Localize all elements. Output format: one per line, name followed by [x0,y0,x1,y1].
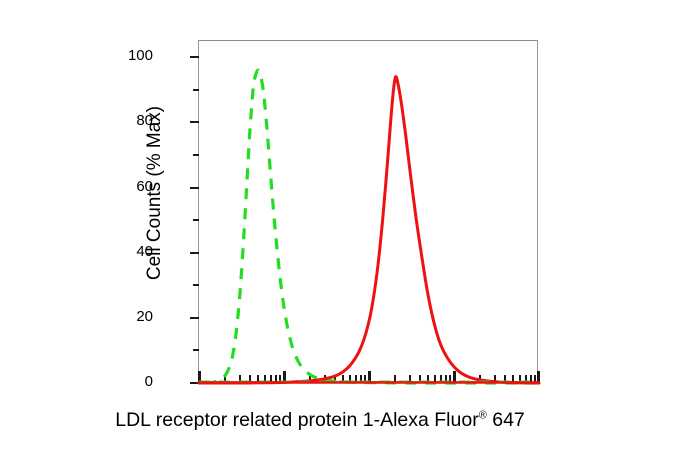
x-tick-1-5 [342,375,345,382]
x-tick-3-3 [493,375,496,382]
x-tick-2-1 [368,371,371,382]
y-tick-label-100: 100 [127,47,153,65]
x-tick-1-2 [308,375,311,382]
x-tick-2-4 [419,375,422,382]
registered-trademark-icon: ® [478,409,487,422]
y-tick-label-40: 40 [136,242,153,260]
x-tick-0-5 [257,375,260,382]
x-tick-1-1 [283,371,286,382]
x-tick-0-8 [274,375,277,382]
y-tick-major-40 [190,251,199,254]
x-tick-1-8 [359,375,362,382]
x-tick-3-6 [519,375,522,382]
x-tick-0-6 [264,375,267,382]
x-tick-0-2 [223,375,226,382]
plot-area [190,40,541,385]
y-tick-major-60 [190,186,199,189]
y-tick-label-80: 80 [136,112,153,130]
x-tick-2-2 [393,375,396,382]
x-tick-3-8 [529,375,532,382]
y-tick-label-0: 0 [144,373,153,390]
x-tick-1-9 [364,375,367,382]
x-tick-2-7 [439,375,442,382]
y-tick-major-20 [190,316,199,319]
x-tick-1-7 [354,375,357,382]
caption-text-main: LDL receptor related protein 1-Alexa Flu… [115,409,479,431]
x-tick-1-6 [349,375,352,382]
y-tick-minor-30 [193,284,199,287]
y-tick-label-20: 20 [136,307,153,325]
x-tick-end [537,371,540,382]
y-tick-major-0 [190,382,199,384]
x-tick-3-5 [512,375,515,382]
x-tick-2-6 [434,375,437,382]
x-tick-3-1 [453,371,456,382]
x-tick-2-5 [427,375,430,382]
curve-sample-red [197,75,541,385]
caption-text-suffix: 647 [486,409,525,431]
y-tick-minor-50 [193,219,199,222]
x-tick-3-4 [504,375,507,382]
x-tick-2-8 [444,375,447,382]
x-tick-0-3 [238,375,241,382]
curve-control-green [205,68,539,385]
y-tick-major-80 [190,121,199,124]
y-tick-label-60: 60 [136,177,153,195]
plot-inner [190,41,541,385]
x-tick-0-1 [198,371,201,382]
y-tick-minor-70 [193,154,199,156]
y-tick-minor-10 [193,349,199,352]
y-tick-minor-90 [193,88,199,91]
x-tick-2-9 [449,375,452,382]
x-tick-3-9 [534,375,537,382]
x-tick-3-7 [524,375,527,382]
x-tick-2-3 [408,375,411,382]
histogram-curves [197,68,541,385]
x-tick-0-9 [279,375,282,382]
figure-caption: LDL receptor related protein 1-Alexa Flu… [0,409,640,432]
x-tick-0-7 [269,375,272,382]
x-tick-0-4 [249,375,252,382]
y-tick-major-100 [190,56,199,59]
x-tick-1-4 [334,375,337,382]
